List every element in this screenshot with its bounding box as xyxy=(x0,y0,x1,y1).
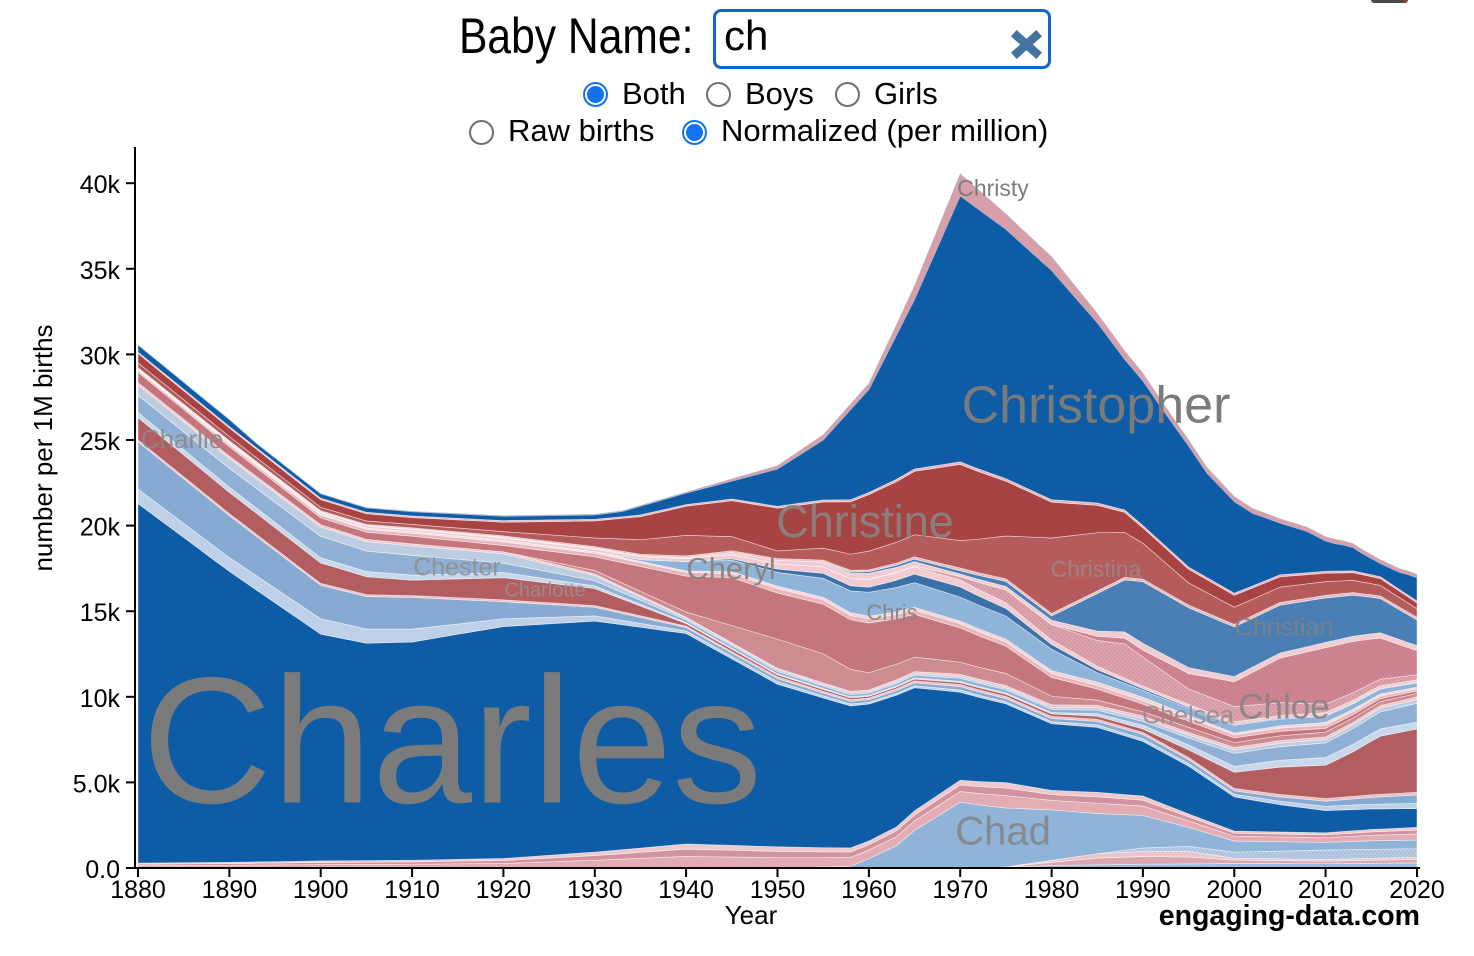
svg-text:15k: 15k xyxy=(80,599,121,627)
svg-text:1950: 1950 xyxy=(750,876,806,904)
svg-text:Charlotte: Charlotte xyxy=(504,579,585,601)
svg-text:1960: 1960 xyxy=(841,876,897,904)
svg-text:Christy: Christy xyxy=(957,175,1029,201)
svg-text:1890: 1890 xyxy=(202,876,258,904)
svg-text:0.0: 0.0 xyxy=(85,856,120,884)
svg-text:1910: 1910 xyxy=(384,876,440,904)
svg-text:Christian: Christian xyxy=(1235,614,1334,642)
svg-text:25k: 25k xyxy=(80,428,121,456)
svg-text:Christina: Christina xyxy=(1051,556,1142,582)
svg-text:Chad: Chad xyxy=(955,810,1051,854)
svg-text:Chester: Chester xyxy=(413,554,501,582)
svg-text:2010: 2010 xyxy=(1298,876,1354,904)
svg-text:2020: 2020 xyxy=(1389,876,1445,904)
svg-text:1920: 1920 xyxy=(476,876,532,904)
svg-text:2000: 2000 xyxy=(1206,876,1262,904)
svg-text:30k: 30k xyxy=(80,342,121,370)
svg-text:1940: 1940 xyxy=(658,876,714,904)
svg-text:1970: 1970 xyxy=(932,876,988,904)
svg-text:1980: 1980 xyxy=(1024,876,1080,904)
svg-text:40k: 40k xyxy=(80,171,121,199)
svg-text:Year: Year xyxy=(725,900,778,930)
svg-text:Chelsea: Chelsea xyxy=(1142,702,1234,730)
svg-text:1880: 1880 xyxy=(110,876,166,904)
svg-text:10k: 10k xyxy=(80,685,121,713)
svg-text:1930: 1930 xyxy=(567,876,623,904)
svg-text:1900: 1900 xyxy=(293,876,349,904)
svg-text:5.0k: 5.0k xyxy=(73,770,121,798)
svg-text:Charles: Charles xyxy=(142,641,762,842)
svg-text:Cheryl: Cheryl xyxy=(686,551,776,586)
svg-text:engaging-data.com: engaging-data.com xyxy=(1159,900,1420,932)
svg-text:Charlie: Charlie xyxy=(141,424,223,454)
svg-text:1990: 1990 xyxy=(1115,876,1171,904)
svg-text:20k: 20k xyxy=(80,514,121,542)
svg-text:35k: 35k xyxy=(80,257,121,285)
svg-text:number per 1M births: number per 1M births xyxy=(28,324,58,571)
svg-text:Christine: Christine xyxy=(776,496,954,547)
svg-text:Christopher: Christopher xyxy=(962,377,1231,435)
svg-text:Chloe: Chloe xyxy=(1238,687,1329,726)
svg-text:Chris: Chris xyxy=(866,600,917,625)
